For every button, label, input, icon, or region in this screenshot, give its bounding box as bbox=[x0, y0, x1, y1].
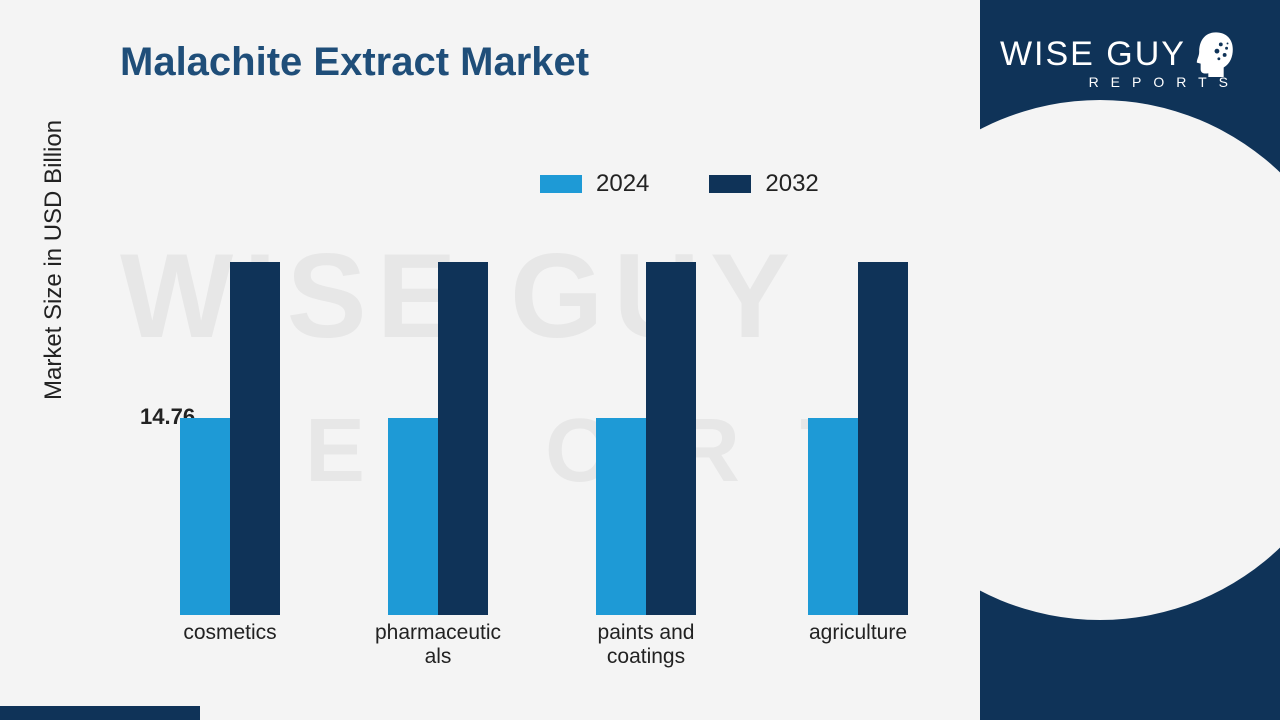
x-axis-label: pharmaceuticals bbox=[373, 615, 503, 669]
bar-group: paints and coatings bbox=[596, 262, 696, 615]
brand-logo-sub: REPORTS bbox=[1000, 74, 1240, 90]
bar bbox=[230, 262, 280, 615]
bar-group: cosmetics bbox=[180, 262, 280, 615]
bar-group: agriculture bbox=[808, 262, 908, 615]
bar bbox=[646, 262, 696, 615]
bar bbox=[596, 418, 646, 615]
y-axis-label: Market Size in USD Billion bbox=[40, 120, 68, 400]
bottom-accent-bar bbox=[0, 706, 200, 720]
bar-group: pharmaceuticals bbox=[388, 262, 488, 615]
legend-item-2032: 2032 bbox=[709, 170, 818, 198]
bar bbox=[180, 418, 230, 615]
legend-swatch-2032 bbox=[709, 175, 751, 193]
x-axis-label: paints and coatings bbox=[581, 615, 711, 669]
legend-label-2032: 2032 bbox=[765, 170, 818, 198]
chart-plot-area: 14.76 cosmeticspharmaceuticalspaints and… bbox=[120, 215, 980, 615]
chart-canvas: WISE GUY REPORTS Malachite Extract Marke… bbox=[0, 0, 1280, 720]
legend-swatch-2024 bbox=[540, 175, 582, 193]
brand-logo-text: WISE GUY bbox=[1000, 35, 1186, 74]
bar bbox=[858, 262, 908, 615]
x-axis-label: agriculture bbox=[793, 615, 923, 645]
chart-legend: 2024 2032 bbox=[540, 170, 819, 198]
brand-logo: WISE GUY REPORTS bbox=[1000, 30, 1240, 90]
chart-title: Malachite Extract Market bbox=[120, 40, 589, 85]
bar bbox=[438, 262, 488, 615]
legend-item-2024: 2024 bbox=[540, 170, 649, 198]
bar bbox=[388, 418, 438, 615]
brand-head-icon bbox=[1192, 30, 1240, 78]
legend-label-2024: 2024 bbox=[596, 170, 649, 198]
brand-logo-main: WISE GUY bbox=[1000, 30, 1240, 78]
x-axis-label: cosmetics bbox=[165, 615, 295, 645]
bar bbox=[808, 418, 858, 615]
